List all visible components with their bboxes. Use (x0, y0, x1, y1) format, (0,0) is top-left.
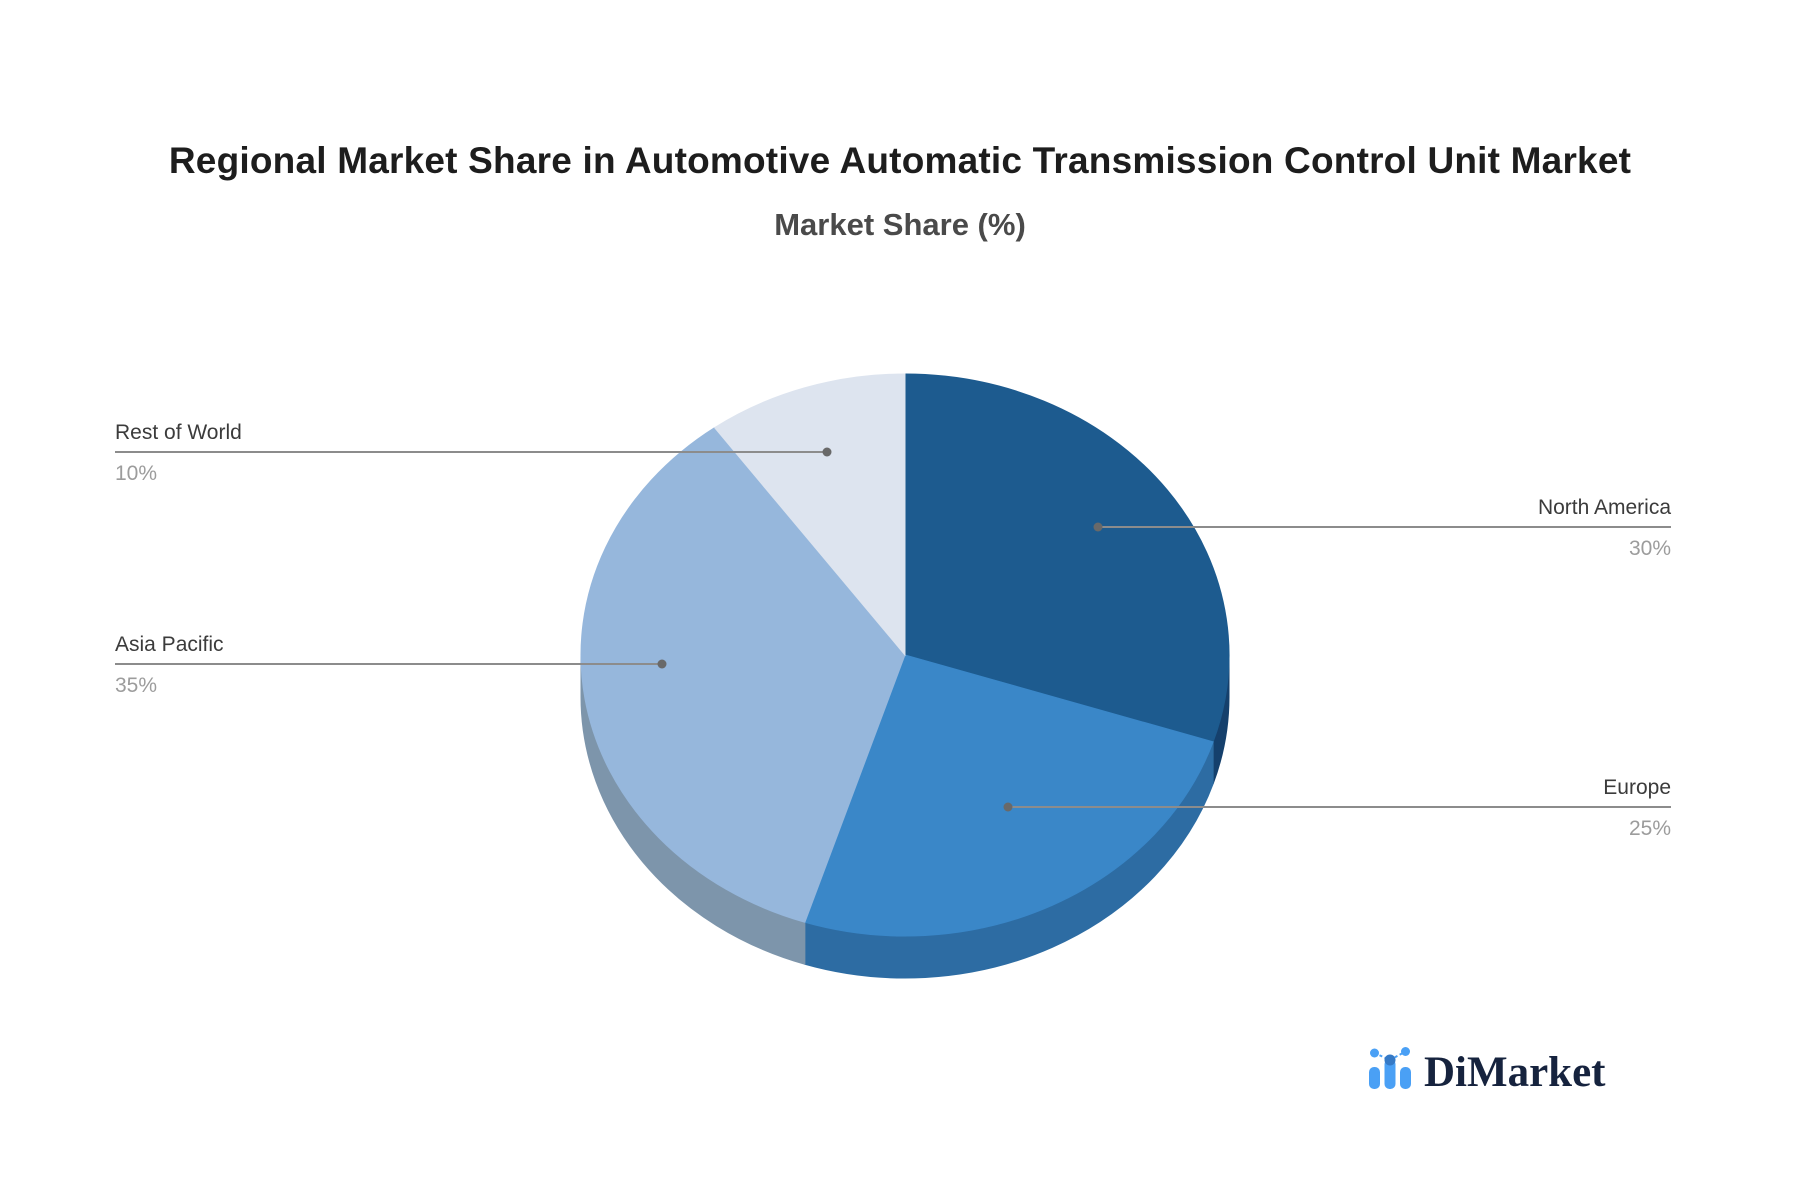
slice-pct-europe: 25% (1628, 817, 1671, 840)
anchor-dot-europe (1003, 802, 1013, 812)
slice-label-asia-pacific: Asia Pacific (115, 632, 224, 656)
slice-label-north-america: North America (1537, 495, 1671, 519)
anchor-dot-asia-pacific (657, 659, 667, 669)
pie-slice-asia-pacific (580, 427, 906, 923)
slice-label-europe: Europe (1603, 775, 1671, 799)
chart-title: Regional Market Share in Automotive Auto… (168, 140, 1632, 181)
pie-slice-europe (804, 654, 1214, 937)
anchor-dot-rest-of-world (822, 447, 832, 457)
slice-pct-asia-pacific: 35% (115, 674, 158, 697)
pie-slice-north-america (904, 373, 1230, 743)
brand-logo: DiMarket (1362, 1040, 1606, 1096)
bar-chart-icon (1369, 1047, 1411, 1089)
slice-pct-rest-of-world: 10% (115, 462, 158, 485)
pie-slice-rest-of-world (713, 373, 906, 657)
brand-name: DiMarket (1424, 1049, 1606, 1096)
slice-label-rest-of-world: Rest of World (115, 420, 242, 444)
chart-subtitle: Market Share (%) (774, 207, 1026, 242)
slice-pct-north-america: 30% (1628, 537, 1671, 560)
anchor-dot-north-america (1093, 522, 1103, 532)
